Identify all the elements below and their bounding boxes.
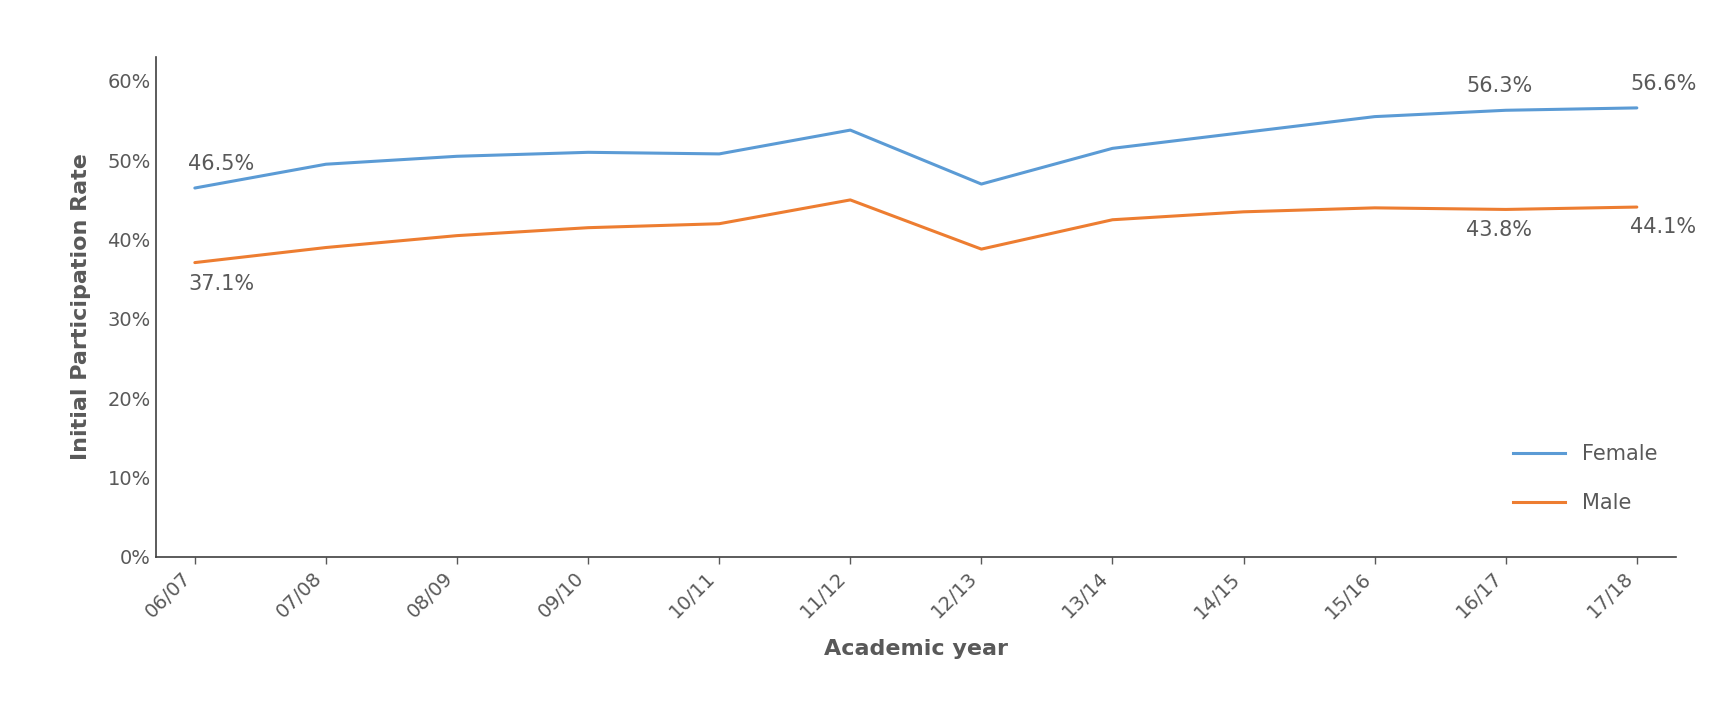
Male <box>1234 208 1255 216</box>
Male <box>1102 216 1123 224</box>
Male <box>316 243 337 252</box>
Line: Female: Female <box>195 108 1636 188</box>
Female <box>1626 104 1647 112</box>
Male <box>840 196 861 204</box>
Male <box>971 245 992 253</box>
Female <box>1102 144 1123 153</box>
Male <box>708 219 729 228</box>
Female <box>446 152 467 161</box>
Male <box>1365 203 1386 212</box>
Female <box>1234 129 1255 137</box>
Text: 56.3%: 56.3% <box>1467 76 1533 96</box>
Male <box>185 258 206 267</box>
Male <box>577 223 598 232</box>
Female <box>185 183 206 192</box>
Text: 37.1%: 37.1% <box>188 274 254 294</box>
Female <box>840 126 861 134</box>
Y-axis label: Initial Participation Rate: Initial Participation Rate <box>71 154 90 461</box>
Female <box>708 150 729 159</box>
Male <box>446 231 467 240</box>
Female <box>316 160 337 169</box>
Female <box>971 180 992 188</box>
Male <box>1626 203 1647 211</box>
Female <box>1365 112 1386 121</box>
Line: Male: Male <box>195 200 1636 263</box>
Text: 46.5%: 46.5% <box>188 154 254 174</box>
Text: 44.1%: 44.1% <box>1630 217 1697 237</box>
Text: 56.6%: 56.6% <box>1630 74 1697 94</box>
Female <box>577 148 598 156</box>
Male <box>1495 205 1515 213</box>
X-axis label: Academic year: Academic year <box>824 638 1007 658</box>
Legend: Female, Male: Female, Male <box>1505 436 1666 521</box>
Text: 43.8%: 43.8% <box>1467 220 1533 240</box>
Female <box>1495 106 1515 114</box>
